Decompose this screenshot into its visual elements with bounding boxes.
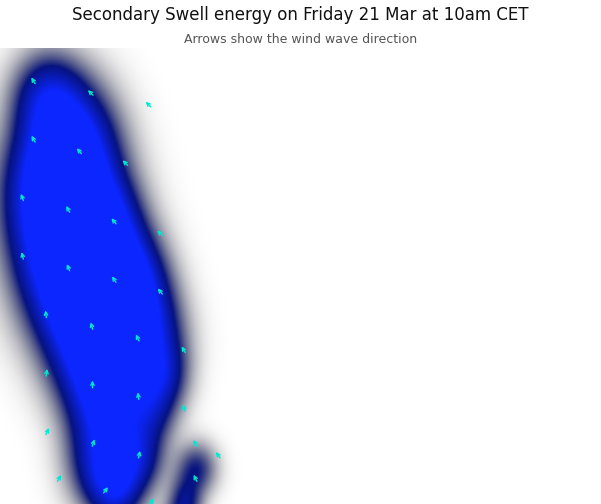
Text: Secondary Swell energy on Friday 21 Mar at 10am CET: Secondary Swell energy on Friday 21 Mar …	[72, 7, 529, 24]
Text: Arrows show the wind wave direction: Arrows show the wind wave direction	[184, 33, 417, 46]
